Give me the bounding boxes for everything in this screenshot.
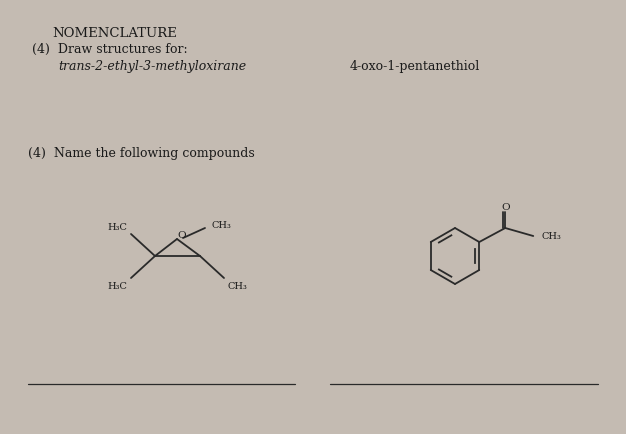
Text: O: O bbox=[501, 203, 510, 212]
Text: H₃C: H₃C bbox=[107, 281, 127, 290]
Text: NOMENCLATURE: NOMENCLATURE bbox=[52, 27, 177, 40]
Text: (4)  Name the following compounds: (4) Name the following compounds bbox=[28, 147, 255, 160]
Text: trans-2-ethyl-3-methyloxirane: trans-2-ethyl-3-methyloxirane bbox=[58, 60, 246, 73]
Text: CH₃: CH₃ bbox=[541, 232, 561, 241]
Text: H₃C: H₃C bbox=[107, 223, 127, 231]
Text: 4-oxo-1-pentanethiol: 4-oxo-1-pentanethiol bbox=[350, 60, 480, 73]
Text: O: O bbox=[178, 231, 187, 240]
Text: CH₃: CH₃ bbox=[228, 281, 248, 290]
Text: CH₃: CH₃ bbox=[211, 221, 231, 230]
Text: (4)  Draw structures for:: (4) Draw structures for: bbox=[32, 43, 188, 56]
